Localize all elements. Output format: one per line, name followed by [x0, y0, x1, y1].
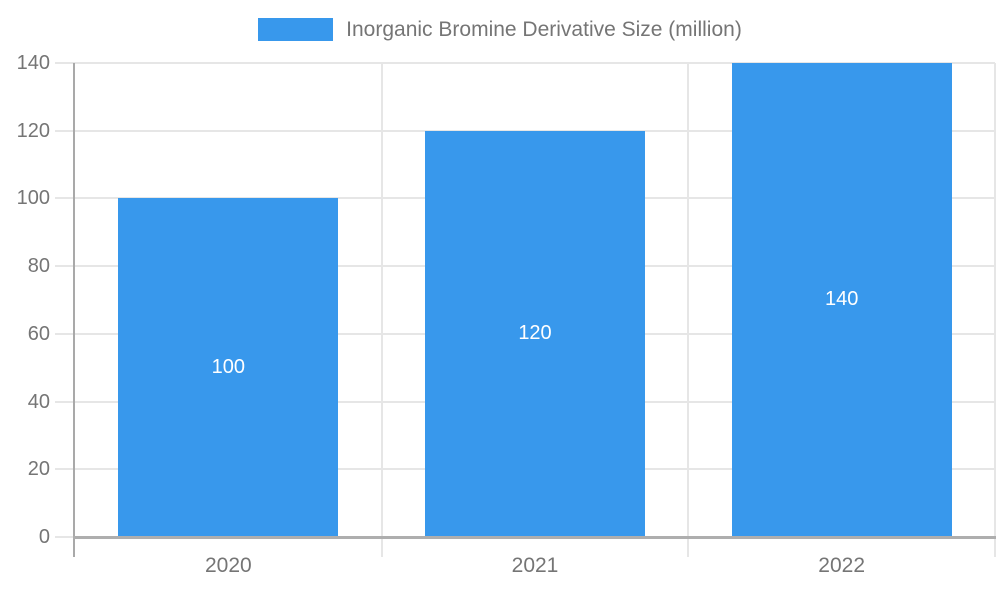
bar-2022[interactable]: 140: [731, 63, 952, 537]
category-gridline: [687, 63, 690, 557]
x-tick-label-2022: 2022: [818, 554, 866, 577]
x-axis-line: [73, 536, 996, 539]
bar-2020[interactable]: 100: [118, 198, 339, 537]
category-gridline: [994, 63, 996, 557]
bar-value-label: 100: [211, 355, 246, 378]
y-tick-label: 100: [16, 187, 50, 210]
bar-2021[interactable]: 120: [425, 130, 645, 537]
x-tick-label-2020: 2020: [204, 554, 252, 577]
x-tick-label-2021: 2021: [511, 554, 559, 577]
y-tick-label: 40: [27, 390, 50, 413]
y-tick-label: 20: [27, 458, 50, 481]
bar-value-label: 140: [824, 288, 859, 310]
legend-swatch[interactable]: [258, 18, 334, 41]
legend-label: Inorganic Bromine Derivative Size (milli…: [346, 18, 742, 41]
y-axis-line: [73, 63, 75, 557]
category-gridline: [380, 63, 383, 557]
legend[interactable]: Inorganic Bromine Derivative Size (milli…: [0, 18, 1000, 41]
bar-value-label: 120: [518, 321, 552, 344]
y-tick-label: 60: [27, 322, 50, 345]
y-gridline: [55, 62, 995, 64]
y-tick-label: 0: [38, 526, 50, 548]
y-tick-label: 120: [16, 119, 50, 142]
y-tick-label: 140: [16, 52, 50, 74]
y-tick-label: 80: [27, 255, 50, 278]
